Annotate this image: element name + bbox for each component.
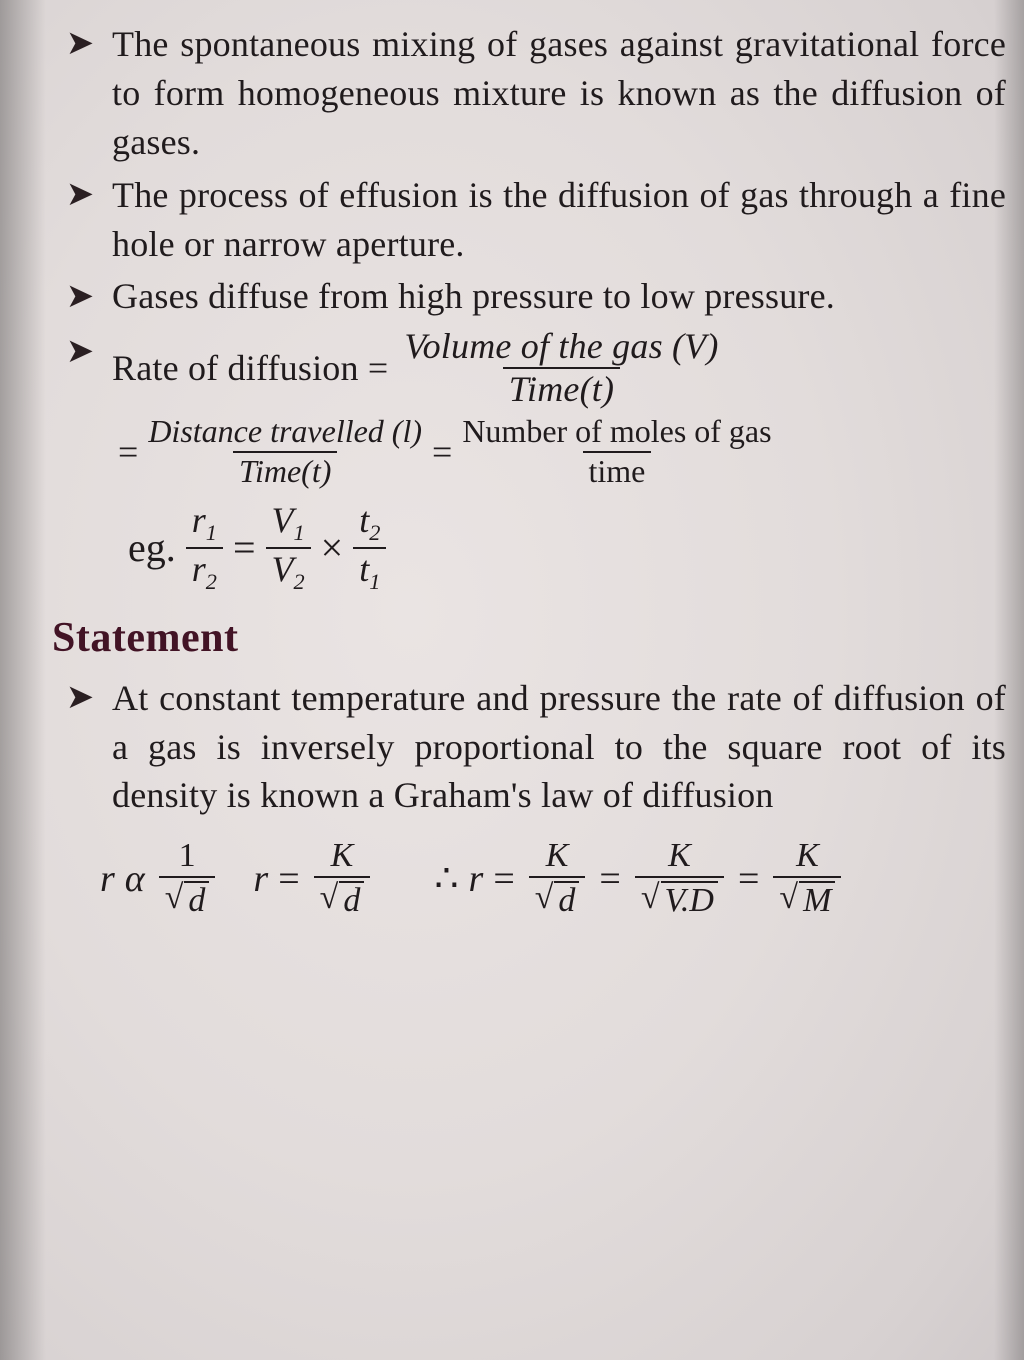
bullet-text: The process of effusion is the diffusion…	[112, 171, 1006, 269]
sqrt-arg: d	[339, 881, 364, 919]
fraction: K √ d	[314, 838, 371, 919]
equals-sign: =	[233, 524, 256, 571]
page: ➤ The spontaneous mixing of gases agains…	[0, 0, 1024, 1360]
radical-sign: √	[165, 881, 185, 919]
sqrt: √ M	[779, 881, 835, 919]
radical-sign: √	[320, 881, 340, 919]
eg-label: eg.	[128, 524, 176, 571]
var-r: r	[469, 857, 484, 901]
bullet-marker: ➤	[48, 171, 112, 216]
fraction-num: Volume of the gas (V)	[398, 328, 724, 368]
fraction: K √ d	[529, 838, 586, 919]
rate-expression: Rate of diffusion = Volume of the gas (V…	[112, 328, 1006, 410]
fraction-den: √ V.D	[635, 876, 724, 919]
therefore-sign: ∴	[434, 856, 458, 901]
fraction-den: Time(t)	[503, 367, 620, 409]
graham-law-equation: r α 1 √ d r = K √ d ∴	[100, 838, 1006, 919]
equals-sign: =	[599, 857, 620, 901]
sqrt: √ d	[165, 881, 210, 919]
equals-sign: =	[493, 857, 514, 901]
times-sign: ×	[321, 524, 344, 571]
fraction-den: r2	[186, 547, 223, 594]
radical-sign: √	[641, 881, 661, 919]
fraction: Distance travelled (l) Time(t)	[142, 415, 428, 488]
fraction: V1 V2	[266, 502, 311, 593]
proportional-sign: α	[125, 857, 145, 901]
rate-continuation: = Distance travelled (l) Time(t) = Numbe…	[118, 415, 1006, 488]
equals-sign: =	[118, 431, 138, 473]
sqrt-arg: d	[184, 881, 209, 919]
sqrt-arg: d	[554, 881, 579, 919]
fraction-num: V1	[266, 502, 311, 547]
equals-sign: =	[738, 857, 759, 901]
fraction-num: r1	[186, 502, 223, 547]
rate-lead: Rate of diffusion =	[112, 344, 388, 393]
bullet-text: The spontaneous mixing of gases against …	[112, 20, 1006, 167]
sqrt-arg: M	[799, 881, 835, 919]
fraction: Number of moles of gas time	[456, 415, 777, 488]
fraction: K √ M	[773, 838, 841, 919]
bullet-marker: ➤	[48, 273, 112, 318]
fraction-den: √ M	[773, 876, 841, 919]
fraction-num: Distance travelled (l)	[142, 415, 428, 451]
fraction: Volume of the gas (V) Time(t)	[398, 328, 724, 410]
rate-of-diffusion-row: ➤ Rate of diffusion = Volume of the gas …	[48, 328, 1006, 410]
var-r: r	[100, 857, 115, 901]
var-r: r	[253, 857, 268, 901]
fraction: 1 √ d	[159, 838, 216, 919]
fraction-den: Time(t)	[233, 451, 337, 489]
fraction-num: K	[540, 838, 575, 876]
statement-bullet-row: ➤ At constant temperature and pressure t…	[48, 674, 1006, 821]
fraction: r1 r2	[186, 502, 223, 593]
sqrt: √ V.D	[641, 881, 718, 919]
fraction-den: √ d	[529, 876, 586, 919]
fraction-num: t2	[353, 502, 386, 547]
fraction-num: 1	[173, 838, 202, 876]
statement-text: At constant temperature and pressure the…	[112, 674, 1006, 821]
equals-sign: =	[278, 857, 299, 901]
sqrt: √ d	[320, 881, 365, 919]
fraction-num: K	[662, 838, 697, 876]
sqrt: √ d	[535, 881, 580, 919]
radical-sign: √	[535, 881, 555, 919]
fraction-den: V2	[266, 547, 311, 594]
fraction-num: Number of moles of gas	[456, 415, 777, 451]
equals-sign: =	[432, 431, 452, 473]
fraction-num: K	[325, 838, 360, 876]
bullet-marker: ➤	[48, 674, 112, 719]
bullet-row: ➤ The spontaneous mixing of gases agains…	[48, 20, 1006, 167]
bullet-row: ➤ The process of effusion is the diffusi…	[48, 171, 1006, 269]
fraction-den: √ d	[159, 876, 216, 919]
bullet-marker: ➤	[48, 328, 112, 373]
fraction: K √ V.D	[635, 838, 724, 919]
bullet-text: Gases diffuse from high pressure to low …	[112, 273, 1006, 320]
fraction-num: K	[790, 838, 825, 876]
section-heading: Statement	[52, 614, 1006, 662]
fraction-den: √ d	[314, 876, 371, 919]
bullet-marker: ➤	[48, 20, 112, 65]
radical-sign: √	[779, 881, 799, 919]
fraction-den: t1	[353, 547, 386, 594]
fraction-den: time	[583, 451, 652, 489]
fraction: t2 t1	[353, 502, 386, 593]
sqrt-arg: V.D	[661, 881, 718, 919]
bullet-row: ➤ Gases diffuse from high pressure to lo…	[48, 273, 1006, 320]
example-equation: eg. r1 r2 = V1 V2 × t2 t1	[128, 502, 1006, 593]
